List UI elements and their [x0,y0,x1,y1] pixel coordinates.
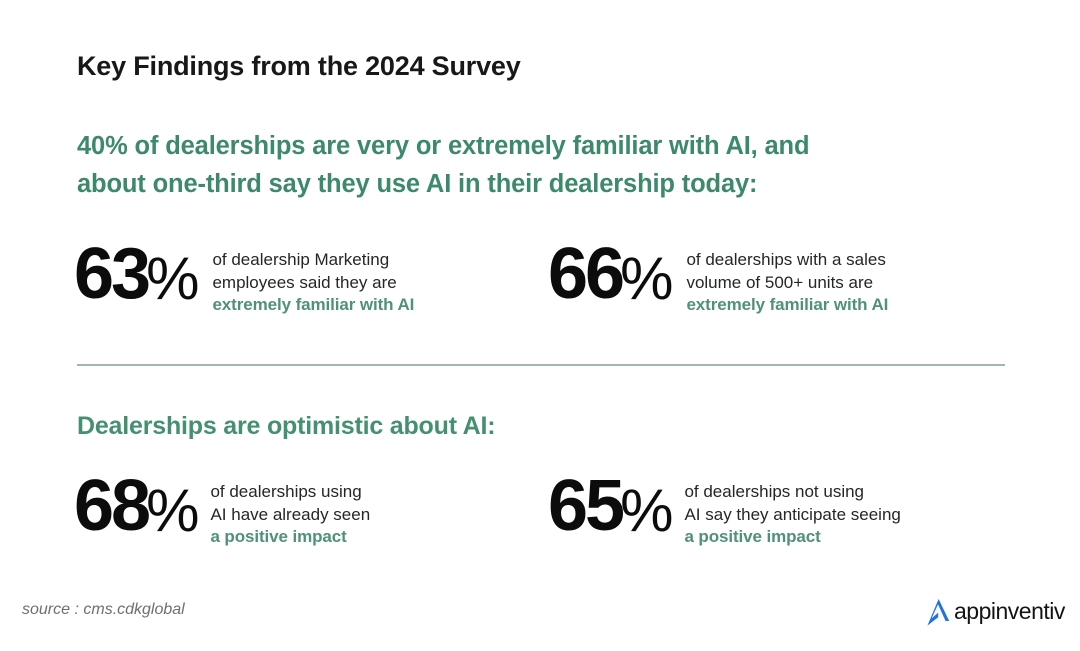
stat-number: 68 [74,466,151,546]
stat-caption-line-1: of dealerships using [210,482,362,501]
section-divider [77,364,1005,366]
stat-caption-highlight: a positive impact [210,527,347,546]
intro-heading-line-1: 40% of dealerships are very or extremely… [77,132,810,160]
intro-heading-line-2: about one-third say they use AI in their… [77,170,758,198]
stat-figure: 68 % [74,466,199,546]
appinventiv-logo-text: appinventiv [954,597,1065,624]
stat-block-not-using-ai-positive-impact: 65 % of dealerships not using AI say the… [548,466,901,549]
appinventiv-logo-mark-icon [927,599,950,626]
percent-sign-icon: % [146,245,199,312]
section-heading-optimism: Dealerships are optimistic about AI: [77,412,496,440]
stat-caption-line-2: volume of 500+ units are [686,272,874,292]
stat-number: 66 [548,234,625,314]
stat-figure: 66 % [548,234,673,314]
percent-sign-icon: % [620,245,673,312]
stat-caption: of dealerships using AI have already see… [210,472,370,549]
stat-caption: of dealership Marketing employees said t… [212,240,414,317]
stat-figure: 65 % [548,466,673,546]
appinventiv-logo: appinventiv [921,594,1065,628]
stat-caption-highlight: a positive impact [684,527,821,546]
percent-sign-icon: % [146,477,199,544]
stat-caption-line-2: AI have already seen [210,504,371,524]
source-attribution: source : cms.cdkglobal [22,601,185,618]
stat-block-using-ai-positive-impact: 68 % of dealerships using AI have alread… [74,466,370,549]
stat-caption-highlight: extremely familiar with AI [686,295,889,314]
stat-number: 65 [548,466,625,546]
stat-block-sales-volume-familiarity: 66 % of dealerships with a sales volume … [548,234,888,317]
page-title: Key Findings from the 2024 Survey [77,51,521,81]
stat-caption-line-1: of dealerships with a sales [686,250,886,269]
stat-block-marketing-familiarity: 63 % of dealership Marketing employees s… [74,234,414,317]
stat-caption-highlight: extremely familiar with AI [212,295,415,314]
intro-heading: 40% of dealerships are very or extremely… [77,127,957,203]
stat-caption-line-2: employees said they are [212,272,397,292]
stat-caption-line-1: of dealerships not using [684,482,865,501]
stat-caption: of dealerships with a sales volume of 50… [686,240,888,317]
stat-number: 63 [74,234,151,314]
stat-figure: 63 % [74,234,199,314]
stat-caption: of dealerships not using AI say they ant… [684,472,900,549]
stat-caption-line-2: AI say they anticipate seeing [684,504,901,524]
percent-sign-icon: % [620,477,673,544]
stat-caption-line-1: of dealership Marketing [212,250,390,269]
